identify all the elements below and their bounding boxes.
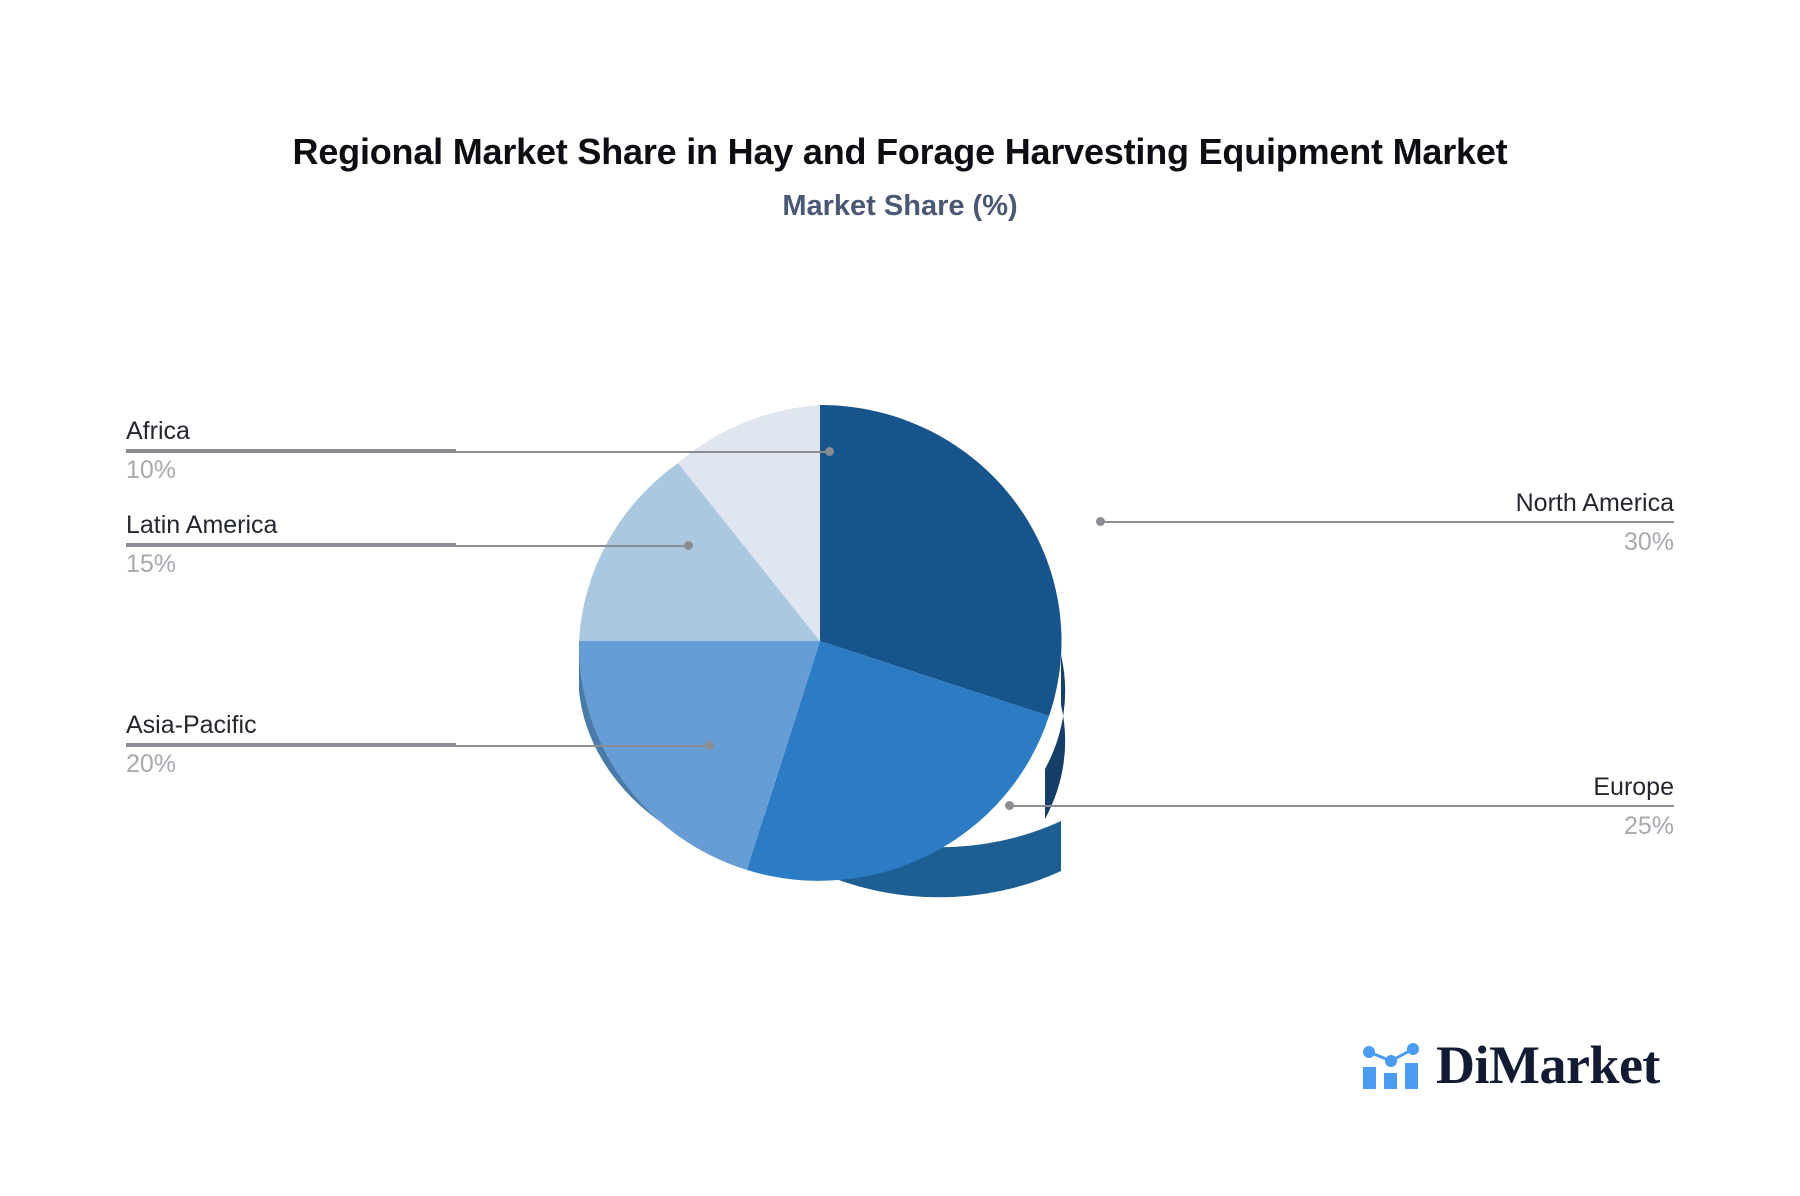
slice-label-latin-america-name: Latin America (126, 511, 278, 539)
slice-label-north-america-rule (1344, 521, 1674, 523)
slice-label-latin-america-value: 15% (126, 550, 177, 578)
page-subtitle: Market Share (%) (782, 190, 1018, 222)
leader-line-europe (1009, 805, 1346, 807)
slice-label-europe-rule (1344, 805, 1674, 807)
pie-slice-africa[interactable] (678, 405, 820, 641)
slice-label-north-america[interactable]: North America 30% (1344, 487, 1674, 558)
pie-chart (575, 365, 1235, 975)
pie-top-face (578, 404, 1062, 881)
pie-slice-north-america[interactable] (820, 404, 1062, 716)
slice-label-asia-pacific[interactable]: Asia-Pacific 20% (126, 709, 456, 780)
leader-dot-africa (825, 447, 834, 456)
pie-slice-asia-pacific[interactable] (578, 641, 820, 870)
slice-label-africa-rule (126, 449, 456, 451)
slice-label-europe-name: Europe (1593, 773, 1674, 801)
slice-label-north-america-value: 30% (1623, 528, 1674, 556)
pie-side-north-america (1045, 655, 1066, 819)
slice-label-africa-name: Africa (126, 417, 190, 445)
brand-name: DiMarket (1436, 1035, 1660, 1095)
slice-label-africa[interactable]: Africa 10% (126, 415, 456, 486)
leader-dot-asia-pacific (705, 741, 714, 750)
pie-slice-latin-america[interactable] (579, 463, 820, 641)
leader-dot-latin-america (684, 541, 693, 550)
slice-label-north-america-name: North America (1515, 489, 1674, 517)
leader-line-africa (126, 451, 831, 453)
pie-side-europe (817, 821, 1061, 898)
slice-label-africa-value: 10% (126, 456, 177, 484)
slice-label-asia-pacific-name: Asia-Pacific (126, 711, 257, 739)
page-title: Regional Market Share in Hay and Forage … (292, 131, 1508, 172)
leader-line-north-america (1100, 521, 1346, 523)
bar-chart-icon (1363, 1043, 1419, 1089)
slice-label-latin-america-rule (126, 543, 456, 545)
leader-line-latin-america (126, 545, 691, 547)
leader-dot-europe (1005, 801, 1014, 810)
pie-slice-europe[interactable] (747, 641, 1049, 881)
brand-logo[interactable]: DiMarket (1360, 1038, 1660, 1092)
slice-label-europe[interactable]: Europe 25% (1344, 771, 1674, 842)
slice-label-europe-value: 25% (1623, 812, 1674, 840)
leader-line-asia-pacific (126, 745, 711, 747)
slice-label-asia-pacific-value: 20% (126, 750, 177, 778)
leader-dot-north-america (1096, 517, 1105, 526)
slice-label-latin-america[interactable]: Latin America 15% (126, 509, 456, 580)
slice-label-asia-pacific-rule (126, 743, 456, 745)
